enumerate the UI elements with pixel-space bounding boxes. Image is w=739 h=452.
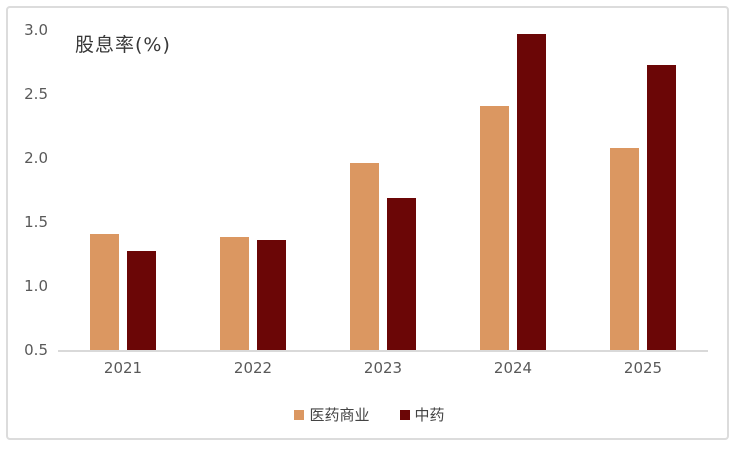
bar-group-2023 [318,30,448,350]
bar-中药-2023 [387,197,416,350]
legend-item-医药商业: 医药商业 [294,404,370,425]
y-tick-label: 0.5 [24,341,48,359]
bar-group-2022 [188,30,318,350]
y-tick-label: 1.5 [24,213,48,231]
legend-label: 中药 [414,406,445,424]
legend-swatch-icon [399,409,410,420]
bar-group-2021 [58,30,188,350]
legend-swatch-icon [294,409,305,420]
bar-group-2025 [578,30,708,350]
chart-frame-border [6,6,729,440]
bar-医药商业-2022 [220,237,249,350]
bar-中药-2021 [127,251,156,350]
bar-医药商业-2024 [480,105,509,350]
x-tick-label: 2021 [103,359,143,377]
legend-item-中药: 中药 [399,404,445,425]
y-tick-label: 3.0 [24,21,48,39]
bar-中药-2022 [257,239,286,350]
x-tick-label: 2023 [363,359,403,377]
bar-医药商业-2021 [90,233,119,350]
y-axis: 0.5 1.0 1.5 2.0 2.5 3.0 [10,21,48,359]
plot-bars [58,30,708,350]
x-axis: 2021 2022 2023 2024 2025 [58,359,708,377]
y-tick-label: 1.0 [24,277,48,295]
x-tick-label: 2022 [233,359,273,377]
y-tick-label: 2.0 [24,149,48,167]
y-tick-label: 2.5 [24,85,48,103]
chart-title: 股息率(%) [75,34,171,56]
legend: 医药商业 中药 [0,404,739,425]
bar-group-2024 [448,30,578,350]
bar-医药商业-2025 [610,147,639,350]
plot-area [58,30,708,352]
bar-中药-2024 [517,33,546,350]
bar-中药-2025 [647,64,676,350]
legend-label: 医药商业 [309,406,370,424]
bar-医药商业-2023 [350,163,379,350]
x-tick-label: 2025 [623,359,663,377]
x-tick-label: 2024 [493,359,533,377]
